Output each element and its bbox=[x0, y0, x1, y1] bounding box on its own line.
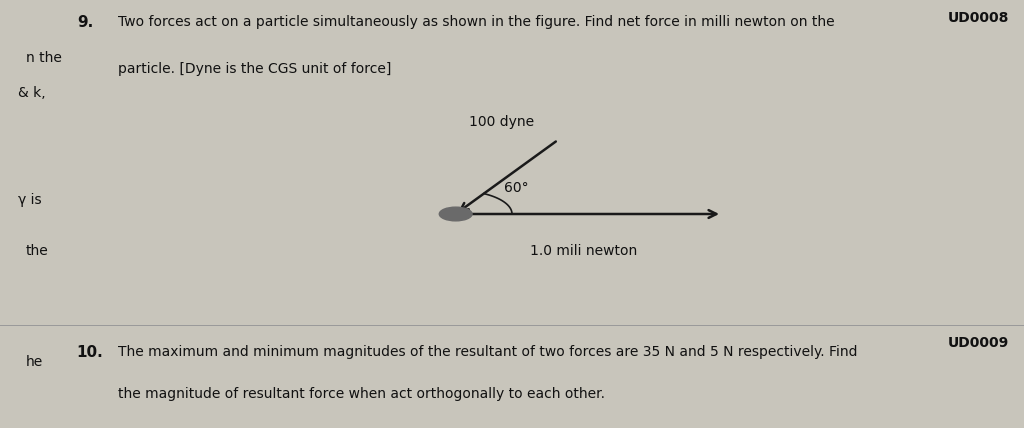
Text: 10.: 10. bbox=[77, 345, 103, 360]
Text: Two forces act on a particle simultaneously as shown in the figure. Find net for: Two forces act on a particle simultaneou… bbox=[118, 15, 835, 29]
Text: the: the bbox=[26, 244, 48, 258]
Text: 1.0 mili newton: 1.0 mili newton bbox=[529, 244, 637, 258]
Text: 100 dyne: 100 dyne bbox=[469, 115, 535, 129]
Text: n the: n the bbox=[26, 51, 61, 65]
Text: UD0008: UD0008 bbox=[947, 11, 1009, 25]
Text: UD0009: UD0009 bbox=[947, 336, 1009, 350]
Text: & k,: & k, bbox=[18, 86, 46, 100]
Text: the magnitude of resultant force when act orthogonally to each other.: the magnitude of resultant force when ac… bbox=[118, 387, 605, 401]
Text: γ is: γ is bbox=[18, 193, 42, 207]
Text: particle. [Dyne is the CGS unit of force]: particle. [Dyne is the CGS unit of force… bbox=[118, 62, 391, 76]
Text: 60°: 60° bbox=[504, 181, 528, 195]
Text: he: he bbox=[26, 355, 43, 369]
Text: 9.: 9. bbox=[77, 15, 93, 30]
Text: The maximum and minimum magnitudes of the resultant of two forces are 35 N and 5: The maximum and minimum magnitudes of th… bbox=[118, 345, 857, 359]
Circle shape bbox=[439, 207, 472, 221]
